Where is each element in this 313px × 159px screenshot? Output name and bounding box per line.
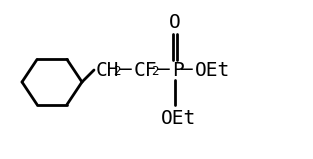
Text: 2: 2 [113,65,121,78]
Text: 2: 2 [151,65,158,78]
Text: —: — [181,61,193,80]
Text: —: — [158,61,170,80]
Text: OEt: OEt [161,110,196,128]
Text: CH: CH [96,61,120,80]
Text: —: — [120,61,132,80]
Text: O: O [169,13,181,31]
Text: OEt: OEt [195,61,230,80]
Text: CF: CF [134,61,157,80]
Text: P: P [172,61,184,80]
